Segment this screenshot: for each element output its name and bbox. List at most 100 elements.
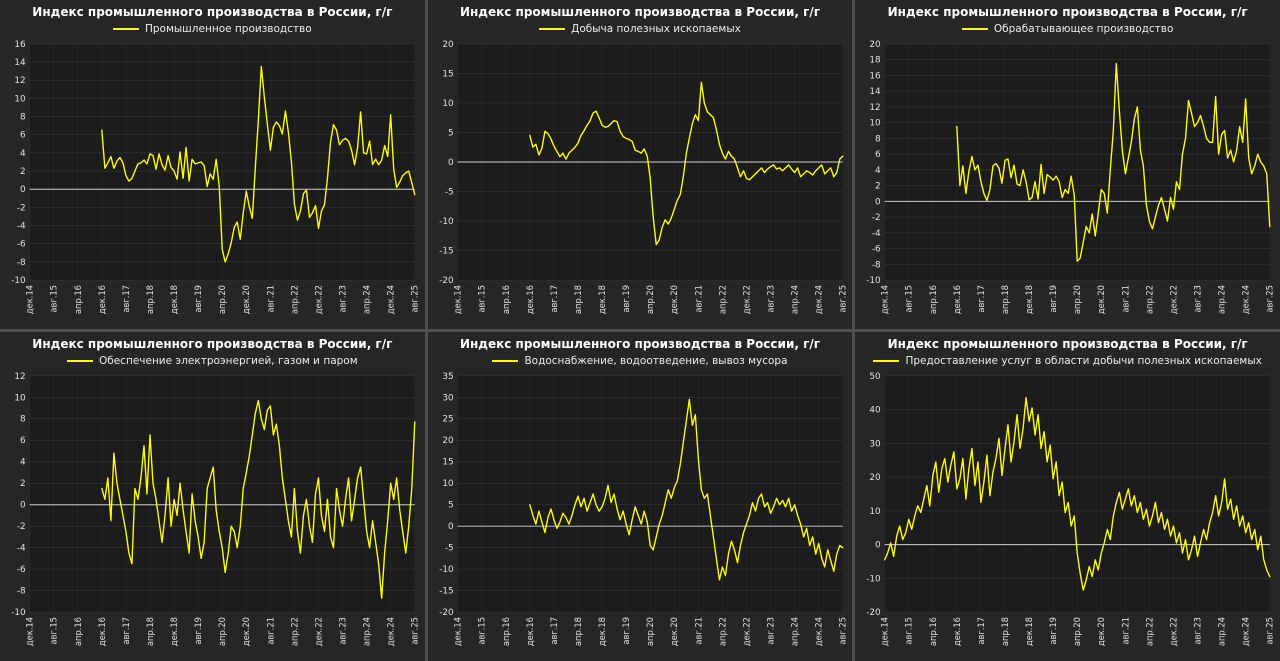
x-axis-label: авг.25 — [1265, 285, 1275, 313]
x-axis-label: дек.24 — [386, 285, 396, 314]
chart-panel-manufacturing: Индекс промышленного производства в Росс… — [855, 0, 1280, 329]
y-axis-label: -5 — [445, 187, 454, 197]
y-axis-label: -4 — [872, 229, 881, 239]
x-axis-label: авг.21 — [693, 617, 703, 645]
x-axis-label: апр.18 — [145, 617, 155, 646]
chart-panel-electricity-gas-steam: Индекс промышленного производства в Росс… — [0, 332, 425, 661]
x-axis-label: апр.22 — [717, 617, 727, 646]
x-axis-label: дек.16 — [97, 617, 107, 646]
x-axis-label: авг.23 — [337, 285, 347, 313]
x-axis-label: авг.23 — [1193, 285, 1203, 313]
y-axis-label: 25 — [442, 415, 453, 425]
x-axis-label: авг.21 — [1121, 285, 1131, 313]
x-axis-label: дек.18 — [1024, 285, 1034, 314]
x-axis-label: авг.15 — [904, 285, 914, 313]
x-axis-label: апр.16 — [73, 617, 83, 646]
x-axis-label: дек.22 — [1169, 617, 1179, 646]
legend-line-swatch — [112, 27, 139, 30]
y-axis-label: -8 — [872, 260, 881, 270]
x-axis-label: дек.18 — [597, 285, 607, 314]
legend-label: Промышленное производство — [144, 22, 312, 35]
x-axis-label: апр.18 — [145, 285, 155, 314]
x-axis-label: дек.22 — [741, 285, 751, 314]
y-axis-label: 35 — [442, 372, 453, 382]
y-axis-label: -6 — [17, 565, 26, 575]
x-axis-label: дек.20 — [1097, 617, 1107, 646]
x-axis-label: авг.21 — [265, 617, 275, 645]
legend-label: Обеспечение электроэнергией, газом и пар… — [98, 354, 358, 367]
x-axis-label: дек.24 — [1241, 285, 1251, 314]
y-axis-label: -4 — [17, 544, 26, 554]
y-axis-label: 50 — [870, 372, 882, 382]
y-axis-label: 4 — [875, 166, 881, 176]
x-axis-label: дек.18 — [169, 285, 179, 314]
y-axis-label: -20 — [439, 608, 454, 618]
x-axis-label: авг.21 — [265, 285, 275, 313]
x-axis-label: авг.17 — [976, 617, 986, 645]
x-axis-label: дек.20 — [669, 285, 679, 314]
y-axis-label: 0 — [448, 158, 454, 168]
x-axis-label: дек.14 — [452, 617, 462, 646]
x-axis-label: апр.16 — [928, 285, 938, 314]
y-axis-label: 8 — [20, 112, 26, 122]
y-axis-label: 10 — [14, 393, 26, 403]
y-axis-label: -10 — [867, 574, 882, 584]
legend: Предоставление услуг в области добычи по… — [858, 353, 1277, 369]
y-axis-label: 16 — [870, 71, 882, 81]
y-axis-label: -8 — [17, 586, 26, 596]
x-axis-label: авг.15 — [476, 617, 486, 645]
x-axis-label: авг.19 — [1048, 617, 1058, 645]
y-axis-label: 2 — [875, 181, 881, 191]
x-axis-label: апр.20 — [217, 285, 227, 314]
x-axis-label: дек.20 — [241, 285, 251, 314]
y-axis-label: -10 — [11, 276, 26, 286]
y-axis-label: -8 — [17, 258, 26, 268]
x-axis-label: дек.16 — [97, 285, 107, 314]
y-axis-label: -10 — [439, 565, 454, 575]
y-axis-label: 20 — [870, 473, 882, 483]
x-axis-label: авг.19 — [621, 285, 631, 313]
x-axis-label: апр.24 — [1217, 285, 1227, 314]
x-axis-label: авг.15 — [476, 285, 486, 313]
x-axis-label: апр.18 — [1000, 617, 1010, 646]
x-axis-label: апр.24 — [1217, 617, 1227, 646]
legend-line-swatch — [539, 27, 566, 30]
legend-line-swatch — [492, 359, 519, 362]
y-axis-label: 2 — [20, 479, 26, 489]
y-axis-label: 4 — [20, 458, 26, 468]
legend: Водоснабжение, водоотведение, вывоз мусо… — [431, 353, 850, 369]
x-axis-label: дек.20 — [669, 617, 679, 646]
data-line — [956, 62, 1271, 262]
y-axis-label: 12 — [870, 103, 881, 113]
x-axis-label: дек.22 — [741, 617, 751, 646]
x-axis-label: апр.24 — [789, 285, 799, 314]
x-axis-label: дек.24 — [1241, 617, 1251, 646]
x-axis-label: авг.25 — [410, 285, 420, 313]
x-axis-label: дек.22 — [1169, 285, 1179, 314]
plot-area: дек.14 авг.15 апр.16 дек.16 авг.17 апр.18 дек.… — [867, 372, 1276, 646]
x-axis-label: апр.24 — [362, 285, 372, 314]
data-line — [528, 81, 844, 246]
y-axis-label: -10 — [11, 608, 26, 618]
x-axis-label: авг.17 — [976, 285, 986, 313]
chart-panel-mining: Индекс промышленного производства в Росс… — [427, 0, 853, 329]
x-axis-label: авг.15 — [49, 285, 59, 313]
y-axis-label: -20 — [867, 608, 882, 618]
x-axis-label: дек.24 — [813, 285, 823, 314]
chart-title: Индекс промышленного производства в Росс… — [887, 337, 1248, 351]
x-axis-label: дек.20 — [1097, 285, 1107, 314]
y-axis-label: 12 — [14, 76, 25, 86]
x-axis-label: дек.14 — [25, 285, 35, 314]
chart-panel-industrial-production: Индекс промышленного производства в Росс… — [0, 0, 425, 329]
y-axis-label: -5 — [445, 544, 454, 554]
x-axis-label: апр.22 — [1145, 285, 1155, 314]
data-line — [528, 398, 844, 581]
x-axis-label: дек.22 — [313, 285, 323, 314]
x-axis-label: апр.20 — [217, 617, 227, 646]
x-axis-label: апр.20 — [1072, 285, 1082, 314]
y-axis-label: 18 — [870, 55, 882, 65]
y-axis-label: 8 — [875, 134, 881, 144]
legend-label: Водоснабжение, водоотведение, вывоз мусо… — [524, 354, 788, 367]
y-axis-label: 10 — [442, 479, 454, 489]
plot-area: дек.14 авг.15 апр.16 дек.16 авг.17 апр.18 дек.… — [439, 40, 848, 314]
